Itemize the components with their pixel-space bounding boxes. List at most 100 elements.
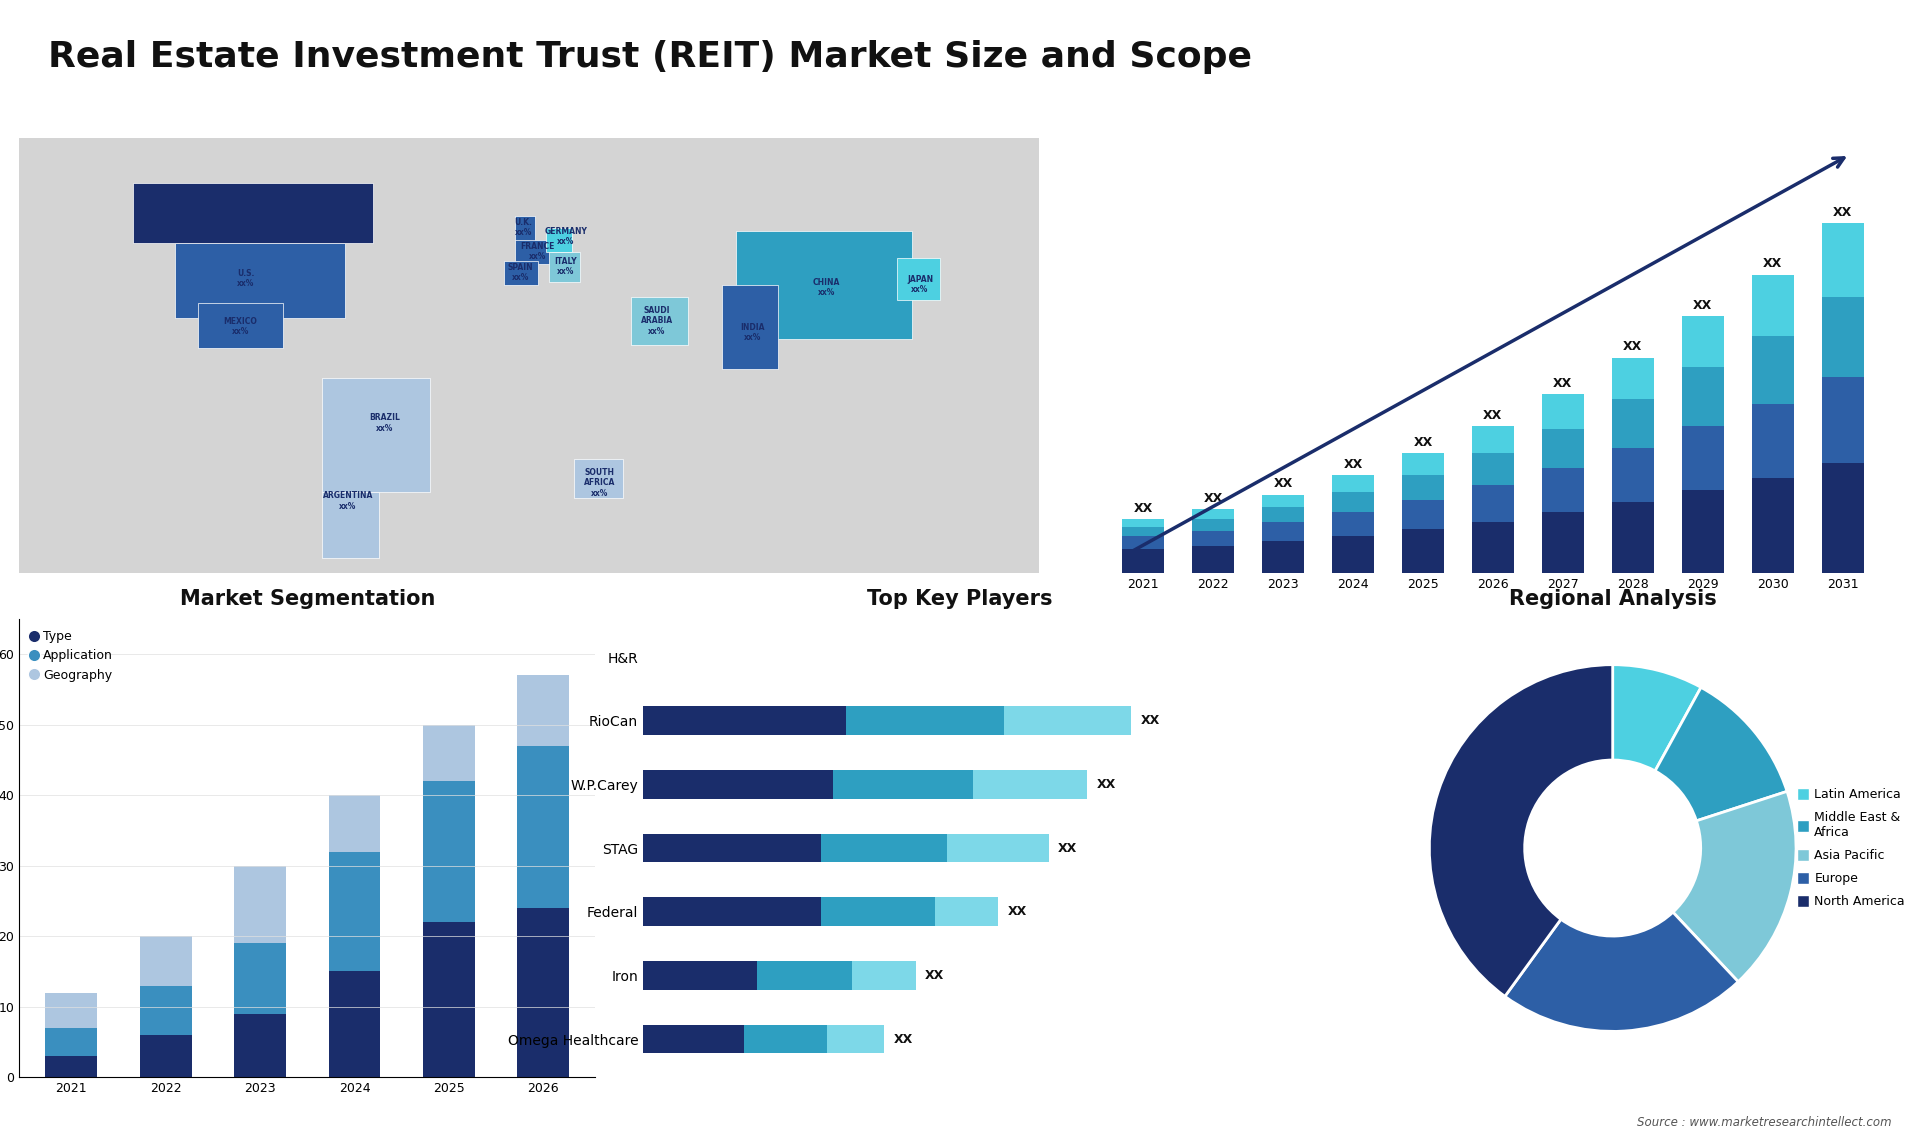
Bar <box>1261 541 1304 573</box>
Bar <box>328 972 380 1077</box>
Bar <box>643 834 820 862</box>
Text: SPAIN
xx%: SPAIN xx% <box>507 262 534 282</box>
Bar <box>833 770 973 799</box>
Bar <box>643 961 756 990</box>
Title: Market Segmentation: Market Segmentation <box>180 589 436 609</box>
Polygon shape <box>515 240 551 264</box>
Polygon shape <box>132 182 372 243</box>
Bar <box>1402 529 1444 573</box>
Text: XX: XX <box>1693 299 1713 312</box>
Text: Real Estate Investment Trust (REIT) Market Size and Scope: Real Estate Investment Trust (REIT) Mark… <box>48 40 1252 74</box>
Bar <box>516 675 568 746</box>
Bar <box>46 1057 98 1077</box>
Bar <box>1822 297 1864 377</box>
Wedge shape <box>1428 665 1613 996</box>
Text: XX: XX <box>1484 409 1503 422</box>
Wedge shape <box>1655 688 1788 821</box>
Text: XX: XX <box>1763 257 1782 270</box>
Bar <box>1261 521 1304 541</box>
Polygon shape <box>323 492 378 558</box>
Bar <box>820 834 947 862</box>
Bar <box>973 770 1087 799</box>
Bar <box>1682 426 1724 489</box>
Bar <box>422 923 474 1077</box>
Bar <box>1121 549 1164 573</box>
Bar <box>1682 489 1724 573</box>
Bar <box>1611 502 1653 573</box>
Bar <box>1473 426 1513 453</box>
Bar <box>1192 509 1235 519</box>
Bar <box>643 770 833 799</box>
Bar <box>828 1025 883 1053</box>
Text: XX: XX <box>1140 714 1160 728</box>
Bar <box>328 795 380 851</box>
Bar <box>140 936 192 986</box>
Bar <box>1192 519 1235 532</box>
Bar <box>1611 399 1653 448</box>
Text: XX: XX <box>1344 457 1363 471</box>
Bar <box>1192 547 1235 573</box>
Text: XX: XX <box>1834 206 1853 219</box>
Bar <box>234 943 286 1014</box>
Text: XX: XX <box>1622 340 1642 353</box>
Wedge shape <box>1672 792 1795 982</box>
Bar <box>516 746 568 908</box>
Bar <box>756 961 852 990</box>
Bar <box>140 986 192 1035</box>
Bar <box>422 724 474 782</box>
Bar <box>1682 368 1724 426</box>
Bar <box>643 897 820 926</box>
Bar <box>516 908 568 1077</box>
Wedge shape <box>1613 665 1701 771</box>
Bar <box>1121 519 1164 526</box>
Bar <box>1473 485 1513 521</box>
Bar <box>1542 394 1584 429</box>
Bar <box>1751 336 1793 405</box>
Legend: Latin America, Middle East &
Africa, Asia Pacific, Europe, North America: Latin America, Middle East & Africa, Asi… <box>1793 783 1910 913</box>
Wedge shape <box>1505 912 1738 1031</box>
Text: XX: XX <box>1204 492 1223 505</box>
Bar <box>1261 495 1304 507</box>
Text: BRAZIL
xx%: BRAZIL xx% <box>369 414 399 432</box>
Title: Regional Analysis: Regional Analysis <box>1509 589 1716 609</box>
Text: XX: XX <box>1096 778 1116 791</box>
Bar <box>1611 448 1653 502</box>
Text: XX: XX <box>893 1033 912 1045</box>
Text: U.K.
xx%: U.K. xx% <box>515 218 532 237</box>
Legend: Type, Application, Geography: Type, Application, Geography <box>25 625 117 686</box>
Bar <box>1611 358 1653 399</box>
Bar <box>1121 526 1164 536</box>
Bar <box>1473 521 1513 573</box>
Bar <box>1004 706 1131 735</box>
Polygon shape <box>632 297 687 345</box>
Bar <box>1402 476 1444 500</box>
Bar <box>852 961 916 990</box>
Title: Top Key Players: Top Key Players <box>868 589 1052 609</box>
Bar <box>1822 463 1864 573</box>
Bar <box>1822 377 1864 463</box>
Text: XX: XX <box>1273 477 1292 490</box>
Polygon shape <box>549 252 580 282</box>
Bar <box>1822 223 1864 297</box>
Text: INDIA
xx%: INDIA xx% <box>741 323 766 343</box>
Text: U.S.
xx%: U.S. xx% <box>238 269 255 289</box>
Bar <box>1751 275 1793 336</box>
Bar <box>935 897 998 926</box>
Text: XX: XX <box>925 968 945 982</box>
Text: XX: XX <box>1553 377 1572 390</box>
Polygon shape <box>545 228 572 252</box>
Bar <box>422 782 474 923</box>
Polygon shape <box>515 215 536 243</box>
Text: GERMANY
xx%: GERMANY xx% <box>545 227 588 246</box>
Bar <box>1121 536 1164 549</box>
Text: ITALY
xx%: ITALY xx% <box>555 257 578 276</box>
Bar <box>643 1025 745 1053</box>
Bar <box>328 851 380 972</box>
Bar <box>234 865 286 943</box>
Bar <box>1682 316 1724 368</box>
Bar <box>1751 478 1793 573</box>
Text: FRANCE
xx%: FRANCE xx% <box>520 242 555 261</box>
Text: CHINA
xx%: CHINA xx% <box>812 278 841 297</box>
Bar <box>234 1014 286 1077</box>
Bar <box>1261 507 1304 521</box>
